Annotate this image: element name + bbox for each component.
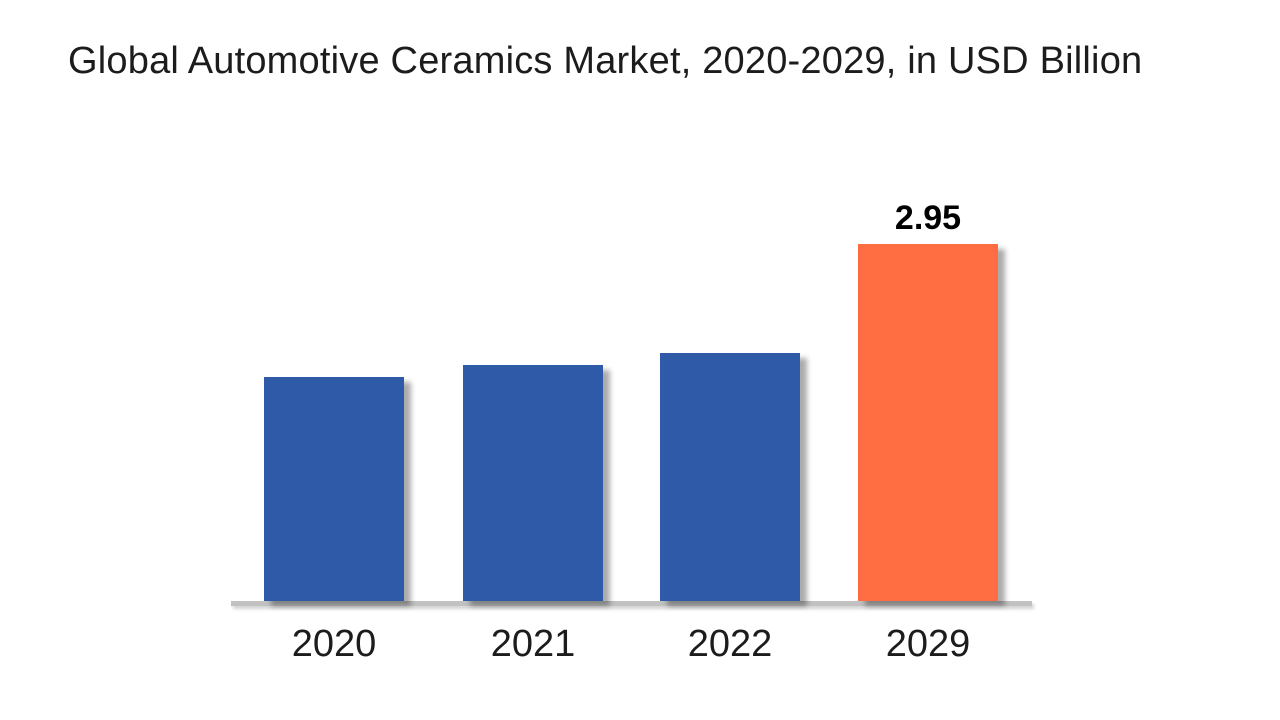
bar-2029 bbox=[858, 244, 998, 601]
bar-group-2022: 2022 bbox=[660, 353, 800, 665]
bar-2021 bbox=[463, 365, 603, 601]
x-tick-label-2020: 2020 bbox=[291, 623, 377, 665]
bar-2022 bbox=[660, 353, 800, 601]
bar-group-2029: 2.95 2029 bbox=[858, 199, 998, 665]
bar-value-label-2029: 2.95 bbox=[894, 199, 962, 237]
bar-group-2021: 2021 bbox=[463, 365, 603, 665]
x-tick-label-2021: 2021 bbox=[490, 623, 576, 665]
bar-2020 bbox=[264, 377, 404, 601]
x-tick-label-2022: 2022 bbox=[687, 623, 773, 665]
x-tick-label-2029: 2029 bbox=[885, 623, 971, 665]
chart-title: Global Automotive Ceramics Market, 2020-… bbox=[68, 40, 1143, 82]
x-axis-baseline bbox=[231, 601, 1032, 606]
bar-group-2020: 2020 bbox=[264, 377, 404, 665]
